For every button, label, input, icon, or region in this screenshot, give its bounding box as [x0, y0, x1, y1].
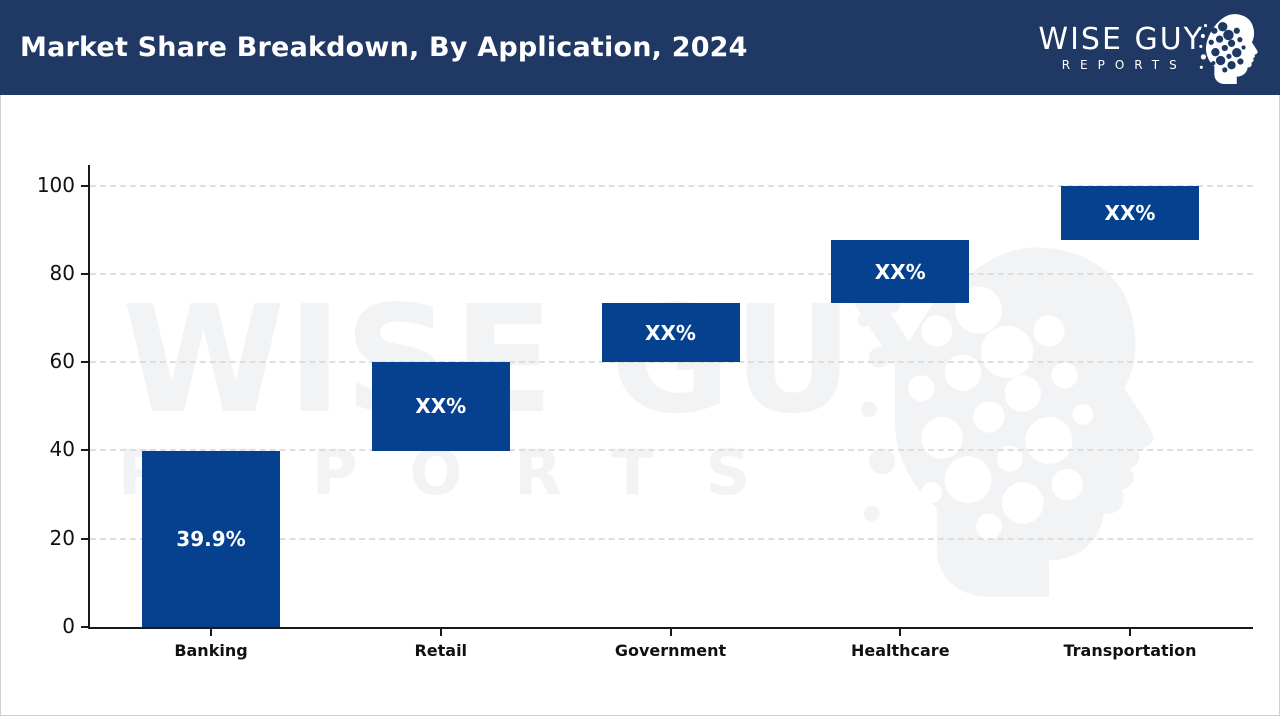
- bar-banking: 39.9%: [142, 450, 280, 627]
- x-axis-category-label: Healthcare: [850, 641, 950, 660]
- bar-healthcare: XX%: [831, 239, 970, 304]
- header-bar: Market Share Breakdown, By Application, …: [0, 0, 1280, 95]
- bottom-border-line: [0, 715, 1280, 716]
- x-axis-tick: [899, 627, 902, 636]
- gridline: [90, 272, 1253, 275]
- bar-value-label: XX%: [645, 320, 696, 345]
- gridline: [90, 361, 1253, 364]
- x-axis-tick: [669, 627, 672, 636]
- x-axis-category-label: Banking: [174, 641, 248, 660]
- y-axis-tick: [81, 272, 90, 275]
- y-axis-tick-label: 60: [49, 349, 75, 374]
- x-axis-category-label: Transportation: [1063, 641, 1197, 660]
- gridline: [90, 184, 1253, 187]
- brand-logo-text: WISE GUY REPORTS: [1038, 21, 1204, 72]
- y-axis-tick-label: 80: [49, 260, 75, 285]
- left-border-line: [0, 95, 1, 716]
- x-axis-spine: [88, 627, 1253, 629]
- brand-logo: WISE GUY REPORTS: [1038, 11, 1262, 85]
- y-axis-tick: [81, 449, 90, 452]
- y-axis-tick: [81, 537, 90, 540]
- x-axis-category-label: Government: [614, 641, 727, 660]
- x-axis-tick: [210, 627, 212, 636]
- bar-government: XX%: [601, 303, 740, 363]
- gridline: [90, 537, 1253, 540]
- y-axis-tick: [81, 361, 90, 364]
- y-axis-tick-label: 40: [49, 437, 75, 462]
- x-axis-tick: [439, 627, 442, 636]
- x-axis-tick: [1129, 627, 1131, 636]
- bar-value-label: 39.9%: [176, 526, 246, 551]
- x-axis-category-label: Retail: [414, 641, 468, 660]
- y-axis-tick-label: 0: [62, 614, 75, 638]
- gridline: [90, 449, 1253, 452]
- brand-subname: REPORTS: [1061, 57, 1187, 72]
- watermark-brand-text: WISE GUY: [122, 274, 965, 446]
- bar-retail: XX%: [371, 362, 510, 451]
- y-axis-tick-label: 100: [36, 172, 75, 197]
- bar-transportation: XX%: [1061, 185, 1199, 240]
- y-axis-spine: [88, 165, 90, 629]
- bar-value-label: XX%: [874, 259, 926, 284]
- bar-value-label: XX%: [1104, 200, 1156, 225]
- y-axis-tick: [81, 626, 90, 628]
- bar-value-label: XX%: [415, 394, 467, 419]
- page-title: Market Share Breakdown, By Application, …: [20, 32, 748, 63]
- y-axis-tick-label: 20: [49, 525, 75, 550]
- y-axis-tick: [81, 184, 90, 187]
- brand-name: WISE GUY: [1038, 21, 1204, 57]
